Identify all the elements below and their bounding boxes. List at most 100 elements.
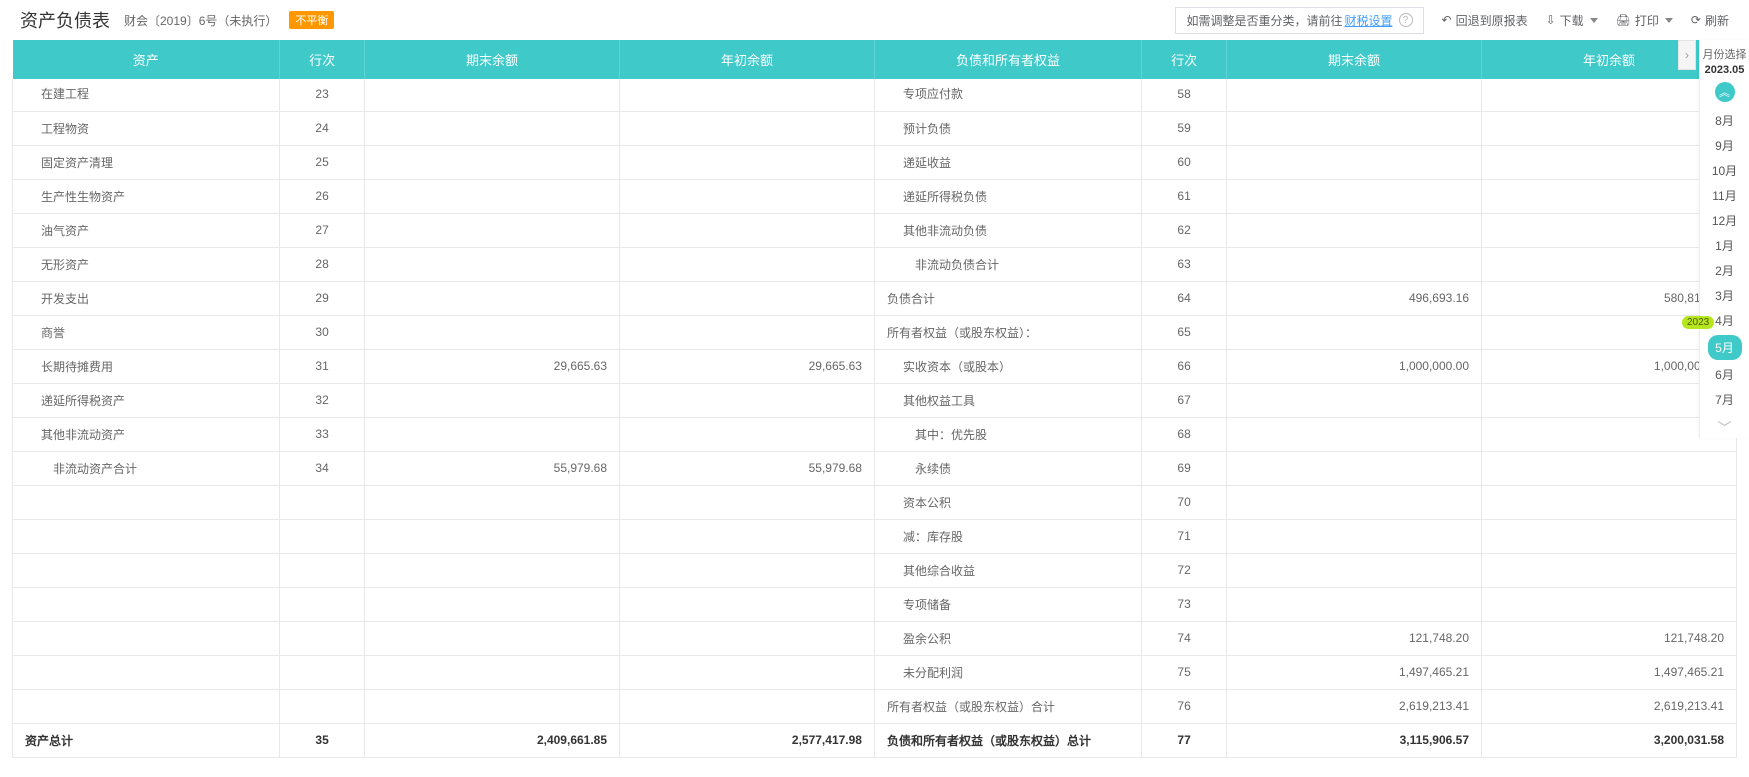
month-option[interactable]: 9月	[1700, 133, 1749, 158]
month-option[interactable]: 12月	[1700, 208, 1749, 233]
cell	[1227, 213, 1482, 247]
cell: 29,665.63	[365, 349, 620, 383]
month-option[interactable]: 11月	[1700, 183, 1749, 208]
col-asset: 资产	[13, 40, 280, 79]
cell: 2,577,417.98	[620, 723, 875, 757]
info-text: 如需调整是否重分类，请前往	[1186, 12, 1342, 29]
cell	[1227, 485, 1482, 519]
download-icon: ⇩	[1546, 13, 1556, 27]
help-icon[interactable]: ?	[1399, 13, 1413, 27]
cell: 59	[1142, 111, 1227, 145]
col-end2: 期末余额	[1227, 40, 1482, 79]
cell: 25	[280, 145, 365, 179]
refresh-button[interactable]: ⟳ 刷新	[1691, 12, 1729, 29]
table-row: 减：库存股71	[13, 519, 1737, 553]
cell	[365, 417, 620, 451]
table-row: 开发支出29负债合计64496,693.16580,818.17	[13, 281, 1737, 315]
cell: 23	[280, 79, 365, 111]
cell: 负债和所有者权益（或股东权益）总计	[874, 723, 1141, 757]
cell: 资产总计	[13, 723, 280, 757]
cell: 固定资产清理	[13, 145, 280, 179]
cell: 永续债	[874, 451, 1141, 485]
month-list: 2023 8月9月10月11月12月1月2月3月4月5月6月7月	[1700, 108, 1749, 412]
cell: 1,000,000.00	[1227, 349, 1482, 383]
table-header-row: 资产 行次 期末余额 年初余额 负债和所有者权益 行次 期末余额 年初余额	[13, 40, 1737, 79]
cell: 所有者权益（或股东权益）合计	[874, 689, 1141, 723]
cell	[620, 689, 875, 723]
cell: 76	[1142, 689, 1227, 723]
month-scroll-up[interactable]: ︽	[1715, 82, 1735, 102]
cell	[280, 519, 365, 553]
cell: 负债合计	[874, 281, 1141, 315]
table-row: 无形资产28非流动负债合计63	[13, 247, 1737, 281]
cell	[1227, 417, 1482, 451]
cell	[280, 689, 365, 723]
month-option[interactable]: 10月	[1700, 158, 1749, 183]
cell	[620, 145, 875, 179]
col-begin: 年初余额	[620, 40, 875, 79]
cell	[620, 79, 875, 111]
cell	[365, 179, 620, 213]
cell: 34	[280, 451, 365, 485]
cell	[1227, 179, 1482, 213]
cell: 生产性生物资产	[13, 179, 280, 213]
cell	[365, 519, 620, 553]
cell: 其他非流动资产	[13, 417, 280, 451]
print-button[interactable]: 🖨 打印	[1616, 12, 1673, 29]
cell	[365, 79, 620, 111]
balance-sheet-table: 资产 行次 期末余额 年初余额 负债和所有者权益 行次 期末余额 年初余额 在建…	[12, 40, 1737, 758]
back-button[interactable]: ↶ 回退到原报表	[1442, 12, 1528, 29]
cell	[1227, 315, 1482, 349]
cell	[13, 689, 280, 723]
cell	[280, 621, 365, 655]
cell: 递延所得税负债	[874, 179, 1141, 213]
cell: 55,979.68	[365, 451, 620, 485]
cell: 专项应付款	[874, 79, 1141, 111]
table-row: 在建工程23专项应付款58	[13, 79, 1737, 111]
table-row: 资产总计352,409,661.852,577,417.98负债和所有者权益（或…	[13, 723, 1737, 757]
table-row: 所有者权益（或股东权益）合计762,619,213.412,619,213.41	[13, 689, 1737, 723]
month-option[interactable]: 2月	[1700, 258, 1749, 283]
month-option[interactable]: 8月	[1700, 108, 1749, 133]
month-option[interactable]: 6月	[1700, 362, 1749, 387]
cell: 未分配利润	[874, 655, 1141, 689]
month-option[interactable]: 1月	[1700, 233, 1749, 258]
page-header: 资产负债表 财会〔2019〕6号（未执行） 不平衡 如需调整是否重分类，请前往 …	[0, 0, 1749, 40]
cell	[620, 111, 875, 145]
cell: 长期待摊费用	[13, 349, 280, 383]
cell: 66	[1142, 349, 1227, 383]
cell	[365, 315, 620, 349]
month-scroll-down[interactable]: ﹀	[1718, 418, 1732, 438]
cell	[365, 145, 620, 179]
month-option[interactable]: 7月	[1700, 387, 1749, 412]
table-row: 长期待摊费用3129,665.6329,665.63实收资本（或股本）661,0…	[13, 349, 1737, 383]
download-button[interactable]: ⇩ 下载	[1546, 12, 1598, 29]
page-subtitle: 财会〔2019〕6号（未执行）	[124, 12, 277, 29]
cell: 68	[1142, 417, 1227, 451]
cell	[620, 247, 875, 281]
header-left: 资产负债表 财会〔2019〕6号（未执行） 不平衡	[20, 7, 334, 33]
cell: 58	[1142, 79, 1227, 111]
cell: 资本公积	[874, 485, 1141, 519]
cell: 2,619,213.41	[1482, 689, 1737, 723]
cell: 72	[1142, 553, 1227, 587]
table-row: 商誉30所有者权益（或股东权益）：65	[13, 315, 1737, 349]
cell: 63	[1142, 247, 1227, 281]
cell: 35	[280, 723, 365, 757]
month-option[interactable]: 5月	[1708, 335, 1742, 360]
info-box: 如需调整是否重分类，请前往 财税设置 ?	[1175, 7, 1423, 34]
balance-badge: 不平衡	[289, 11, 334, 29]
cell: 1,497,465.21	[1227, 655, 1482, 689]
cell: 31	[280, 349, 365, 383]
cell: 减：库存股	[874, 519, 1141, 553]
cell: 71	[1142, 519, 1227, 553]
table-row: 其他综合收益72	[13, 553, 1737, 587]
cell: 26	[280, 179, 365, 213]
scroll-right-button[interactable]: ›	[1678, 40, 1696, 70]
month-option[interactable]: 3月	[1700, 283, 1749, 308]
tax-settings-link[interactable]: 财税设置	[1345, 12, 1393, 29]
cell: 其他权益工具	[874, 383, 1141, 417]
month-panel-title: 月份选择	[1703, 46, 1747, 62]
cell	[1482, 485, 1737, 519]
cell	[620, 485, 875, 519]
